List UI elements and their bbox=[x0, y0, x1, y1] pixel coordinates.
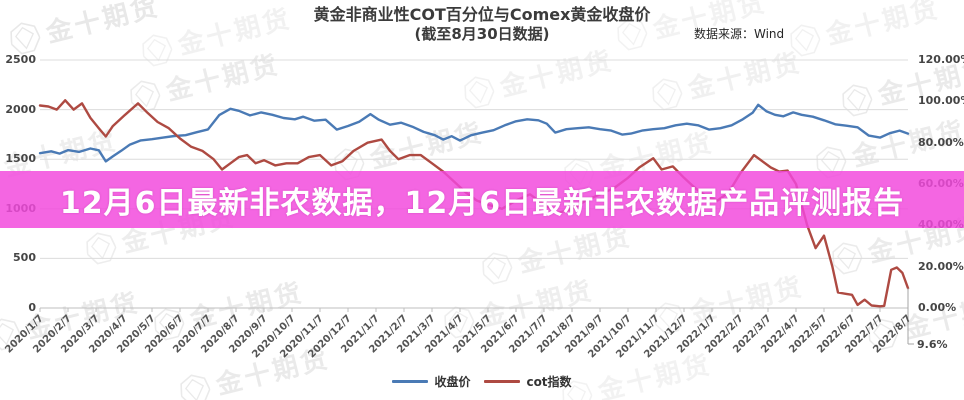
promo-banner[interactable]: 12月6日最新非农数据，12月6日最新非农数据产品评测报告 bbox=[0, 171, 964, 228]
close-price-line bbox=[38, 103, 910, 163]
chart-title: 黄金非商业性COT百分位与Comex黄金收盘价 bbox=[313, 5, 651, 24]
legend-item-close-price: 收盘价 bbox=[392, 373, 470, 390]
chart-subtitle: (截至8月30日数据) bbox=[414, 25, 550, 43]
promo-banner-text: 12月6日最新非农数据，12月6日最新非农数据产品评测报告 bbox=[59, 185, 905, 221]
close-price-legend-swatch bbox=[392, 380, 429, 383]
chart-title-block: 黄金非商业性COT百分位与Comex黄金收盘价 (截至8月30日数据) bbox=[0, 5, 964, 44]
cot-index-legend-swatch bbox=[484, 380, 521, 383]
legend-label: cot指数 bbox=[526, 375, 572, 389]
legend-item-cot-index: cot指数 bbox=[484, 373, 572, 390]
last-value-annotation: 9.6% bbox=[917, 338, 948, 351]
data-source-note: 数据来源：Wind bbox=[694, 27, 785, 41]
legend-label: 收盘价 bbox=[434, 375, 471, 389]
legend: 收盘价 cot指数 bbox=[0, 373, 964, 390]
